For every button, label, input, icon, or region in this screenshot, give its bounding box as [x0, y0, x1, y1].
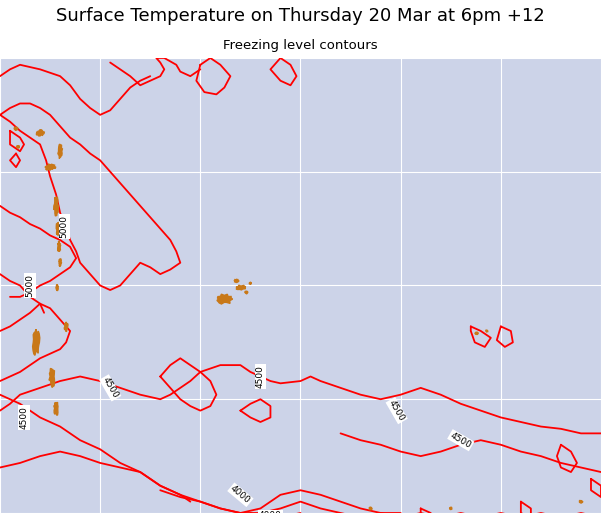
Text: 4500: 4500 — [20, 406, 28, 429]
Polygon shape — [54, 402, 58, 416]
Polygon shape — [58, 144, 63, 159]
Text: Surface Temperature on Thursday 20 Mar at 6pm +12: Surface Temperature on Thursday 20 Mar a… — [56, 7, 545, 25]
Polygon shape — [49, 368, 55, 387]
Polygon shape — [249, 282, 252, 284]
Polygon shape — [236, 285, 246, 290]
Polygon shape — [53, 197, 58, 216]
Polygon shape — [486, 330, 488, 332]
Text: 4500: 4500 — [256, 365, 265, 388]
Text: Freezing level contours: Freezing level contours — [223, 38, 378, 52]
Polygon shape — [450, 507, 452, 509]
Polygon shape — [475, 332, 478, 334]
Text: 4000: 4000 — [229, 484, 252, 506]
Polygon shape — [56, 284, 58, 291]
Polygon shape — [245, 291, 248, 294]
Polygon shape — [56, 222, 59, 235]
Polygon shape — [17, 146, 19, 148]
Polygon shape — [14, 127, 18, 130]
Polygon shape — [59, 259, 61, 266]
Text: 5000: 5000 — [26, 274, 34, 297]
Text: 4500: 4500 — [387, 399, 406, 423]
Text: 4500: 4500 — [448, 430, 473, 450]
Text: 5000: 5000 — [59, 215, 69, 238]
Polygon shape — [217, 294, 233, 304]
Polygon shape — [45, 164, 56, 170]
Polygon shape — [36, 130, 44, 136]
Polygon shape — [234, 279, 239, 283]
Polygon shape — [32, 329, 40, 356]
Polygon shape — [58, 241, 61, 251]
Polygon shape — [64, 322, 68, 331]
Text: 4500: 4500 — [100, 376, 120, 400]
Polygon shape — [579, 500, 582, 503]
Polygon shape — [370, 507, 372, 510]
Text: 4000: 4000 — [259, 511, 282, 513]
